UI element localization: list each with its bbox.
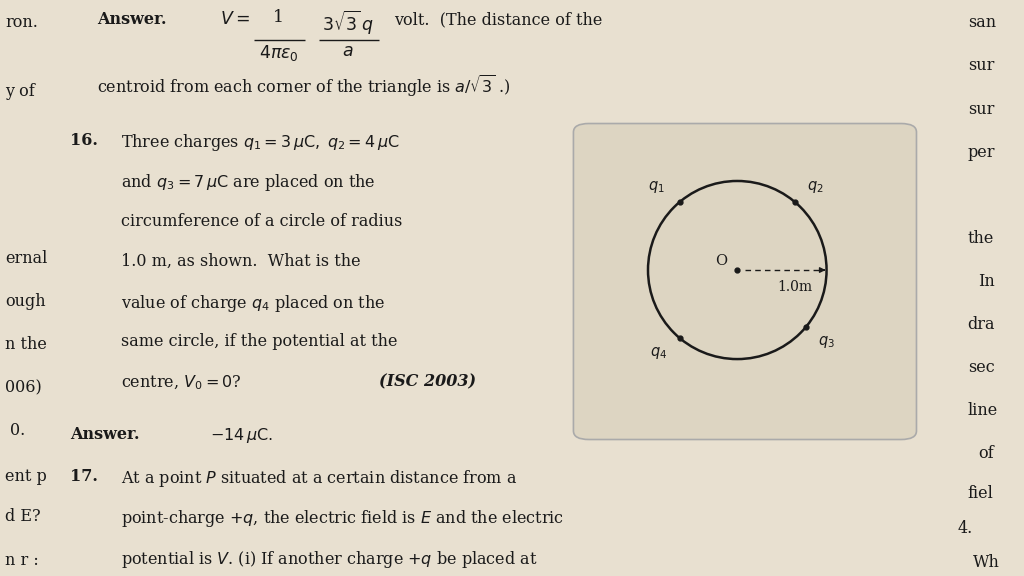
- Text: dra: dra: [968, 316, 995, 333]
- Text: (ISC 2003): (ISC 2003): [379, 373, 476, 391]
- Text: In: In: [978, 273, 994, 290]
- Text: n the: n the: [5, 336, 47, 353]
- Text: 0.: 0.: [10, 422, 26, 439]
- Text: $V=$: $V=$: [220, 12, 250, 28]
- Text: Wh: Wh: [973, 555, 999, 571]
- Text: the: the: [968, 230, 994, 247]
- Text: potential is $V$. (i) If another charge $+q$ be placed at: potential is $V$. (i) If another charge …: [121, 549, 538, 570]
- FancyBboxPatch shape: [573, 123, 916, 439]
- Text: 1.0m: 1.0m: [777, 281, 812, 294]
- Text: d E?: d E?: [5, 509, 41, 525]
- Text: Answer.: Answer.: [97, 12, 167, 28]
- Text: line: line: [968, 402, 998, 419]
- Text: 17.: 17.: [70, 468, 97, 485]
- Text: 1: 1: [273, 9, 284, 25]
- Text: value of charge $q_4$ placed on the: value of charge $q_4$ placed on the: [121, 293, 385, 314]
- Text: of: of: [978, 445, 993, 463]
- Text: same circle, if the potential at the: same circle, if the potential at the: [121, 334, 397, 350]
- Text: ough: ough: [5, 293, 46, 310]
- Text: n r :: n r :: [5, 552, 39, 569]
- Text: $q_2$: $q_2$: [807, 179, 823, 195]
- Text: per: per: [968, 143, 995, 161]
- Text: $q_1$: $q_1$: [648, 179, 665, 195]
- Text: volt.  (The distance of the: volt. (The distance of the: [394, 12, 602, 28]
- Text: ent p: ent p: [5, 468, 47, 485]
- Text: 006): 006): [5, 379, 42, 396]
- Text: $a$: $a$: [342, 43, 354, 60]
- Text: 4.: 4.: [957, 520, 973, 537]
- Text: 16.: 16.: [70, 132, 97, 149]
- Text: $-14\,\mu\mathrm{C}.$: $-14\,\mu\mathrm{C}.$: [210, 426, 273, 445]
- Text: and $q_3 = 7\,\mu\mathrm{C}$ are placed on the: and $q_3 = 7\,\mu\mathrm{C}$ are placed …: [121, 172, 376, 194]
- Text: $4\pi\varepsilon_0$: $4\pi\varepsilon_0$: [259, 43, 298, 63]
- Text: sur: sur: [968, 58, 994, 74]
- Text: sur: sur: [968, 101, 994, 118]
- Text: centre, $V_0 = 0$?: centre, $V_0 = 0$?: [121, 373, 242, 392]
- Text: ron.: ron.: [5, 14, 38, 31]
- Text: y of: y of: [5, 84, 35, 100]
- Text: $q_3$: $q_3$: [818, 334, 835, 350]
- Text: O: O: [715, 253, 727, 268]
- Text: $3\sqrt{3}\,q$: $3\sqrt{3}\,q$: [323, 9, 374, 37]
- Text: san: san: [968, 14, 995, 31]
- Text: circumference of a circle of radius: circumference of a circle of radius: [121, 213, 402, 230]
- Text: At a point $P$ situated at a certain distance from a: At a point $P$ situated at a certain dis…: [121, 468, 517, 489]
- Text: centroid from each corner of the triangle is $a/\sqrt{3}$ .): centroid from each corner of the triangl…: [97, 74, 511, 100]
- Text: 1.0 m, as shown.  What is the: 1.0 m, as shown. What is the: [121, 253, 360, 270]
- Text: point-charge $+q$, the electric field is $E$ and the electric: point-charge $+q$, the electric field is…: [121, 509, 564, 529]
- Text: sec: sec: [968, 359, 994, 376]
- Text: Three charges $q_1 = 3\,\mu\mathrm{C},\; q_2 = 4\,\mu\mathrm{C}$: Three charges $q_1 = 3\,\mu\mathrm{C},\;…: [121, 132, 399, 153]
- Text: fiel: fiel: [968, 486, 993, 502]
- Text: ernal: ernal: [5, 250, 47, 267]
- Text: Answer.: Answer.: [70, 426, 139, 444]
- Text: $q_4$: $q_4$: [650, 345, 668, 361]
